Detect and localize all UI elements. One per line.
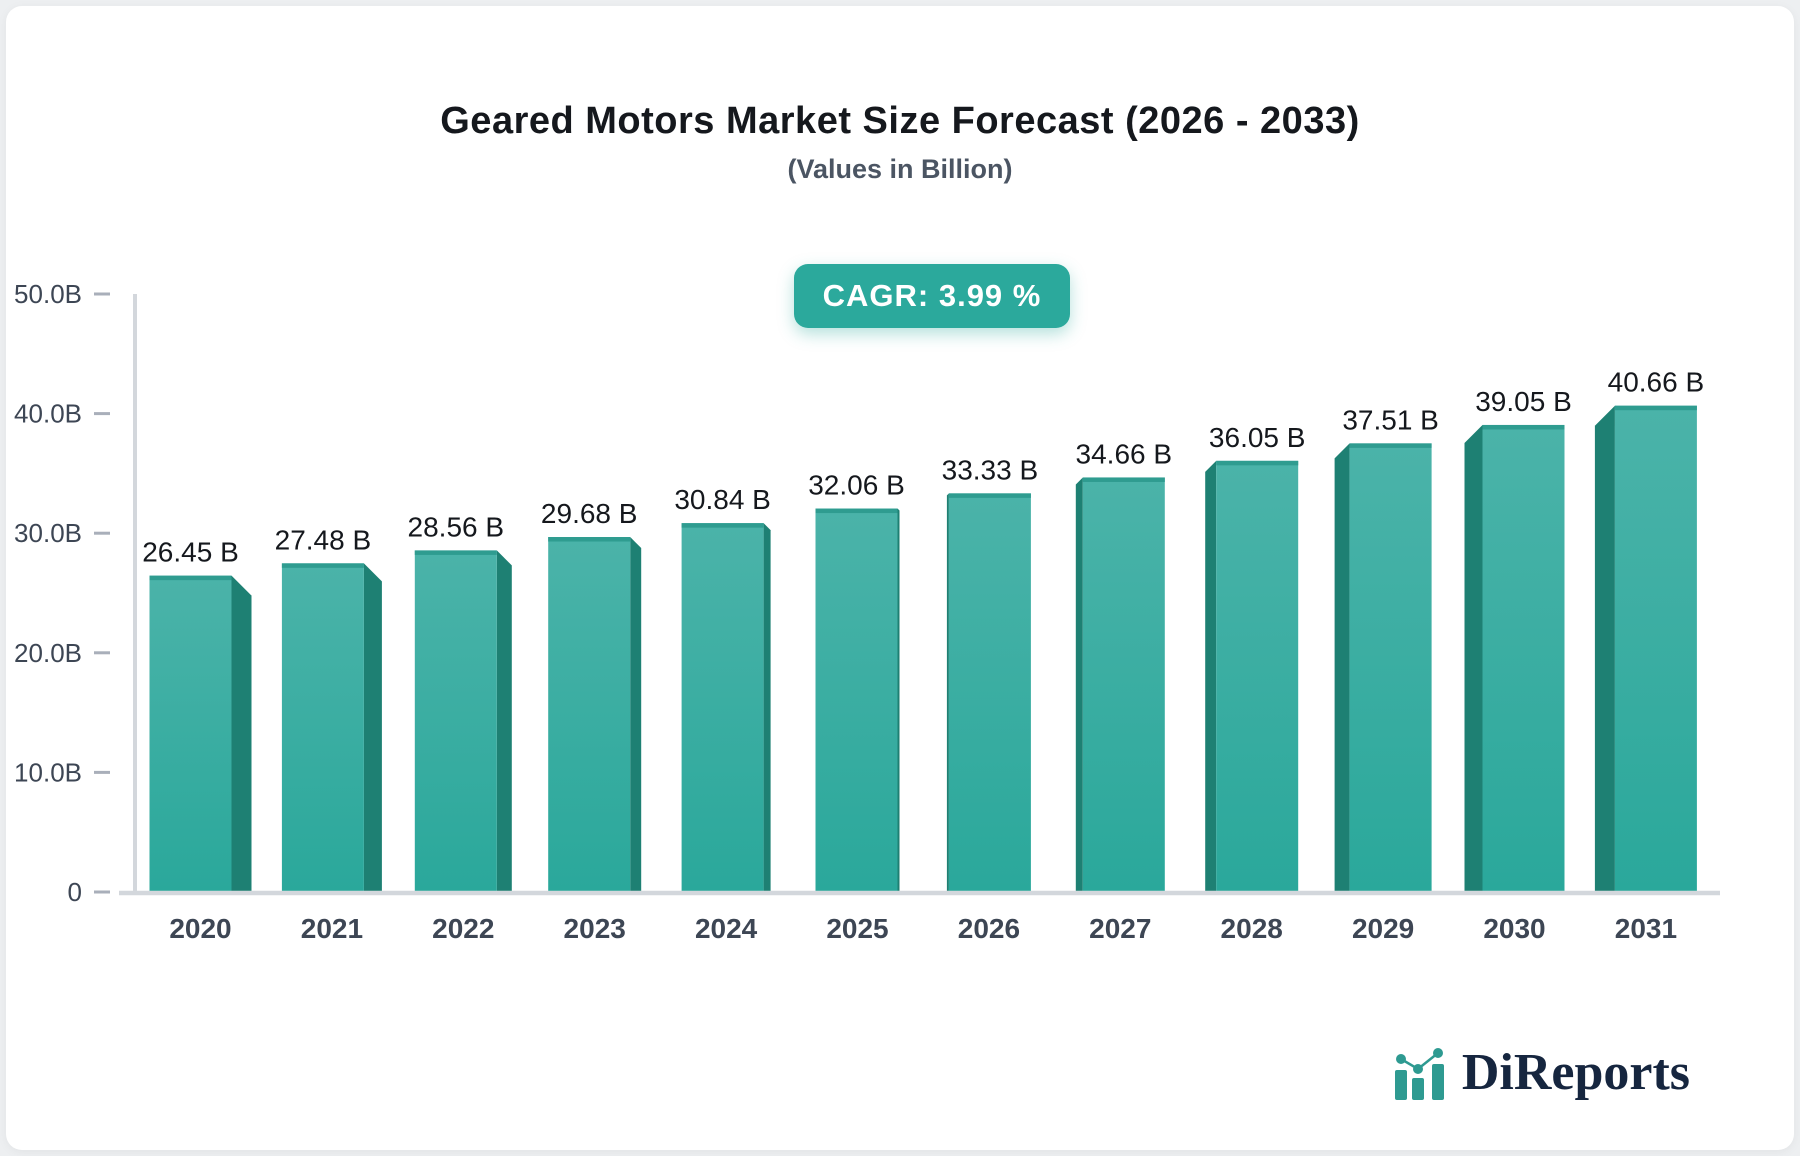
- bar-value-label: 39.05 B: [1475, 386, 1572, 417]
- bar-top-edge: [1349, 443, 1432, 448]
- bar-value-label: 33.33 B: [942, 454, 1039, 485]
- logo-dot: [1432, 1048, 1443, 1058]
- bar-top-edge: [681, 523, 764, 528]
- bar-face: [281, 563, 364, 892]
- bar-side: [231, 575, 252, 892]
- x-axis-label: 2029: [1352, 913, 1414, 944]
- x-axis-label: 2030: [1483, 913, 1545, 944]
- x-axis-label: 2023: [564, 913, 626, 944]
- bar-value-label: 32.06 B: [808, 470, 905, 501]
- bar-value-label: 30.84 B: [674, 484, 771, 515]
- y-axis-label: 0: [68, 877, 82, 907]
- bar-side: [763, 523, 771, 892]
- bar-top-edge: [149, 575, 232, 581]
- x-axis-label: 2021: [301, 913, 363, 944]
- bar-side: [1205, 460, 1217, 892]
- chart-subtitle: (Values in Billion): [787, 154, 1013, 184]
- bar-face: [414, 550, 497, 892]
- bar-value-label: 37.51 B: [1342, 404, 1439, 435]
- x-axis-label: 2024: [695, 913, 758, 944]
- bar-chart: 0 10.0B 20.0B 30.0B 40.0B 50.0B 26.45 B 2020 27.…: [14, 279, 1720, 944]
- x-axis-label: 2020: [169, 913, 231, 944]
- x-axis-label: 2026: [958, 913, 1020, 944]
- bar-value-label: 40.66 B: [1608, 367, 1705, 398]
- y-axis-label: 20.0B: [14, 638, 82, 668]
- logo-bar: [1431, 1064, 1444, 1100]
- bar-top-edge: [948, 493, 1031, 498]
- bar-side: [1594, 405, 1615, 892]
- bar-face: [1482, 424, 1565, 892]
- logo-dot: [1395, 1054, 1406, 1064]
- x-axis-label: 2025: [826, 913, 888, 944]
- x-axis-label: 2028: [1221, 913, 1283, 944]
- direports-logo-text: DiReports: [1461, 1044, 1690, 1101]
- bar-side: [363, 563, 382, 892]
- x-axis-label: 2027: [1089, 913, 1151, 944]
- bar-value-label: 36.05 B: [1209, 422, 1306, 453]
- direports-logo: DiReports: [1394, 1042, 1690, 1104]
- x-axis-label: 2031: [1615, 913, 1677, 944]
- bar-value-label: 34.66 B: [1076, 438, 1173, 469]
- bar-face: [1349, 443, 1432, 892]
- direports-logo-icon: [1394, 1048, 1444, 1100]
- bar-side: [1334, 443, 1350, 892]
- logo-dot: [1412, 1064, 1423, 1074]
- bar-side: [946, 493, 949, 892]
- bar-face: [548, 537, 631, 892]
- bar-face: [681, 523, 764, 892]
- bar-face: [1082, 477, 1165, 892]
- y-axis-label: 10.0B: [14, 757, 82, 787]
- logo-bar: [1411, 1078, 1424, 1100]
- bar-face: [815, 508, 898, 892]
- bar-face: [149, 575, 232, 892]
- bar-value-label: 27.48 B: [275, 524, 372, 555]
- bar-top-edge: [815, 508, 898, 514]
- bar-top-edge: [1482, 424, 1565, 430]
- bar-face: [1614, 405, 1697, 892]
- bar-side: [630, 537, 642, 892]
- bar-face: [948, 493, 1031, 892]
- bar-side: [1464, 424, 1483, 892]
- bar-side: [496, 550, 512, 892]
- bar-top-edge: [414, 550, 497, 555]
- chart-card: Geared Motors Market Size Forecast (2026…: [6, 6, 1794, 1150]
- bar-value-label: 28.56 B: [408, 511, 505, 542]
- bar-top-edge: [1082, 477, 1165, 482]
- bar-side: [1075, 477, 1083, 892]
- chart-title: Geared Motors Market Size Forecast (2026…: [440, 100, 1360, 142]
- bar-value-label: 26.45 B: [142, 537, 239, 568]
- bar-face: [1216, 460, 1299, 892]
- x-axis-label: 2022: [432, 913, 494, 944]
- cagr-badge: CAGR: 3.99 %: [794, 264, 1070, 328]
- bar-top-edge: [281, 563, 364, 568]
- y-axis-label: 40.0B: [14, 399, 82, 429]
- y-axis-label: 30.0B: [14, 518, 82, 548]
- y-axis-label: 50.0B: [14, 279, 82, 309]
- bar-top-edge: [1614, 405, 1697, 411]
- bar-top-edge: [1216, 460, 1299, 466]
- bar-top-edge: [548, 537, 631, 542]
- logo-bar: [1394, 1070, 1407, 1100]
- bar-value-label: 29.68 B: [541, 498, 638, 529]
- bar-side: [897, 508, 900, 892]
